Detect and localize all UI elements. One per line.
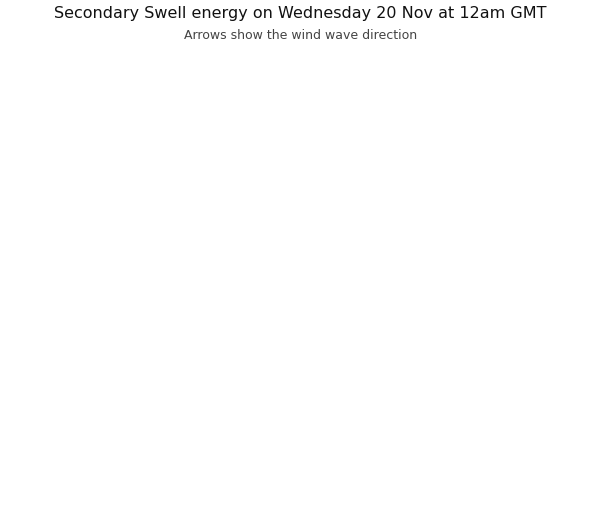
Text: Arrows show the wind wave direction: Arrows show the wind wave direction: [184, 29, 417, 41]
Text: Secondary Swell energy on Wednesday 20 Nov at 12am GMT: Secondary Swell energy on Wednesday 20 N…: [54, 6, 547, 21]
